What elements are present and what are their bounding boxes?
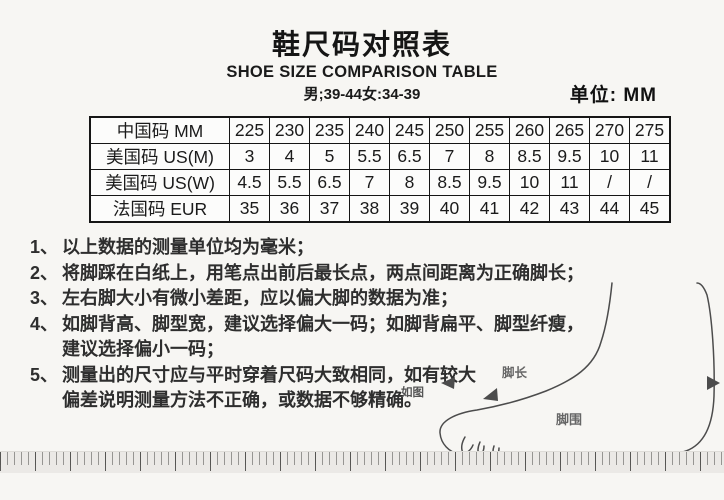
size-cell: 45	[629, 195, 671, 223]
size-cell: 230	[269, 116, 310, 144]
size-table: 中国码 MM 225 230 235 240 245 250 255 260 2…	[89, 116, 671, 223]
page-title: 鞋尺码对照表	[271, 29, 452, 60]
page-subtitle: SHOE SIZE COMPARISON TABLE	[226, 63, 498, 81]
size-cell: /	[589, 169, 630, 196]
size-cell: 4	[269, 143, 310, 170]
size-cell: 8.5	[509, 143, 550, 170]
size-cell: 10	[509, 169, 550, 196]
size-cell: 235	[309, 116, 350, 144]
size-cell: 10	[589, 143, 630, 170]
size-cell: 3	[229, 143, 270, 170]
size-cell: 7	[429, 143, 470, 170]
note-text: 左右脚大小有微小差距，应以偏大脚的数据为准；	[62, 288, 458, 308]
note-number: 2、	[30, 262, 59, 283]
size-cell: 5	[309, 143, 350, 170]
note-number: 3、	[30, 288, 59, 308]
size-cell: 265	[549, 116, 590, 144]
size-cell: 260	[509, 116, 550, 144]
size-cell: 9.5	[549, 143, 590, 170]
size-cell: 250	[429, 116, 470, 144]
row-label: 美国码 US(W)	[89, 169, 230, 196]
arrowhead-left-icon	[441, 377, 455, 389]
note-number: 1、	[30, 237, 59, 257]
note-text: 测量出的尺寸应与平时穿着尺码大致相同，如有较大	[62, 364, 476, 385]
foot-length-label: 脚长	[502, 365, 528, 380]
note-item-4: 4、 如脚背高、脚型宽，建议选择偏大一码；如脚背扁平、脚型纤瘦， 建议选择偏小一…	[30, 312, 670, 363]
note-item-3: 3、 左右脚大小有微小差距，应以偏大脚的数据为准；	[30, 286, 670, 312]
size-cell: 42	[509, 195, 550, 223]
header: 鞋尺码对照表 SHOE SIZE COMPARISON TABLE 男;39-4…	[0, 29, 724, 104]
size-cell: 43	[549, 195, 590, 223]
arrowhead-instep-icon	[483, 388, 498, 401]
size-cell: 39	[389, 195, 430, 223]
size-cell: 44	[589, 195, 630, 223]
size-cell: 41	[469, 195, 510, 223]
size-cell: 255	[469, 116, 510, 144]
size-cell: 5.5	[269, 169, 310, 196]
note-text: 建议选择偏小一码；	[62, 339, 224, 359]
size-cell: 35	[229, 195, 270, 223]
row-label: 中国码 MM	[89, 116, 230, 144]
size-cell: 6.5	[309, 169, 350, 196]
foot-outline-sole-heel	[509, 282, 715, 461]
size-cell: 270	[589, 116, 630, 144]
arrowhead-right-icon	[707, 376, 720, 390]
note-number: 5、	[30, 364, 59, 385]
table-row-eur: 法国码 EUR 35 36 37 38 39 40 41 42 43 44 45	[89, 195, 671, 223]
size-cell: 38	[349, 195, 390, 223]
note-item-1: 1、 以上数据的测量单位均为毫米；	[30, 235, 670, 261]
note-number: 4、	[30, 313, 59, 334]
size-cell: 40	[429, 195, 470, 223]
size-cell: 37	[309, 195, 350, 223]
row-label: 法国码 EUR	[89, 195, 230, 223]
note-text: 如脚背高、脚型宽，建议选择偏大一码；如脚背扁平、脚型纤瘦，	[62, 313, 584, 334]
measurement-notes: 1、 以上数据的测量单位均为毫米； 2、 将脚踩在白纸上，用笔点出前后最长点，两…	[30, 235, 670, 414]
size-cell: 9.5	[469, 169, 510, 196]
size-cell: 11	[549, 169, 590, 196]
size-cell: 240	[349, 116, 390, 144]
size-cell: 8	[389, 169, 430, 196]
gender-size-range: 男;39-44女:34-39	[303, 86, 421, 103]
note-text: 偏差说明测量方法不正确，或数据不够精确。	[62, 390, 422, 410]
size-cell: 5.5	[349, 143, 390, 170]
note-item-2: 2、 将脚踩在白纸上，用笔点出前后最长点，两点间距离为正确脚长；	[30, 261, 670, 287]
note-item-5: 5、 测量出的尺寸应与平时穿着尺码大致相同，如有较大 偏差说明测量方法不正确，或…	[30, 363, 670, 414]
size-cell: 6.5	[389, 143, 430, 170]
foot-girth-label: 脚围	[556, 412, 582, 427]
size-cell: 8.5	[429, 169, 470, 196]
size-cell: 245	[389, 116, 430, 144]
size-cell: 11	[629, 143, 671, 170]
table-row-us-men: 美国码 US(M) 3 4 5 5.5 6.5 7 8 8.5 9.5 10 1…	[89, 143, 671, 170]
size-cell: /	[629, 169, 671, 196]
note-text: 以上数据的测量单位均为毫米；	[62, 237, 314, 257]
note-text: 将脚踩在白纸上，用笔点出前后最长点，两点间距离为正确脚长；	[62, 262, 584, 283]
see-figure-hint: 如图	[401, 387, 424, 399]
size-cell: 225	[229, 116, 270, 144]
size-cell: 7	[349, 169, 390, 196]
size-cell: 8	[469, 143, 510, 170]
size-cell: 275	[629, 116, 671, 144]
ruler	[0, 451, 724, 473]
table-row-us-women: 美国码 US(W) 4.5 5.5 6.5 7 8 8.5 9.5 10 11 …	[89, 169, 671, 196]
size-cell: 4.5	[229, 169, 270, 196]
size-cell: 36	[269, 195, 310, 223]
unit-label: 单位: MM	[569, 85, 657, 106]
table-row-china: 中国码 MM 225 230 235 240 245 250 255 260 2…	[89, 116, 671, 144]
foot-diagram: 脚长 脚围	[439, 282, 720, 462]
row-label: 美国码 US(M)	[89, 143, 230, 170]
